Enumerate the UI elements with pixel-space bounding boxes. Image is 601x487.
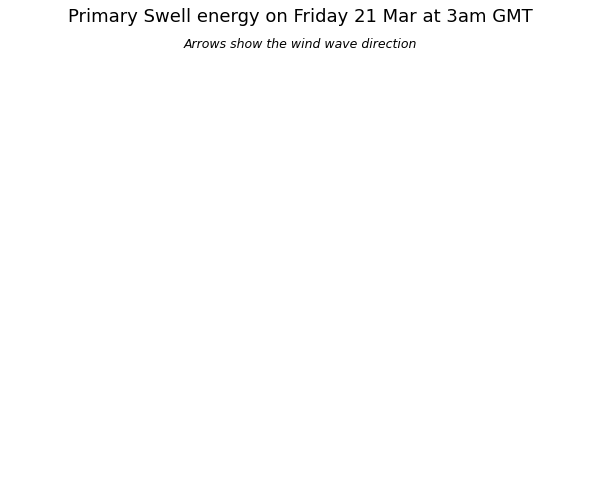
Text: Install cartopy for proper rendering: Install cartopy for proper rendering <box>178 264 423 279</box>
Text: Arrows show the wind wave direction: Arrows show the wind wave direction <box>184 38 417 51</box>
Text: Primary Swell energy on Friday 21 Mar at 3am GMT: Primary Swell energy on Friday 21 Mar at… <box>68 8 533 26</box>
